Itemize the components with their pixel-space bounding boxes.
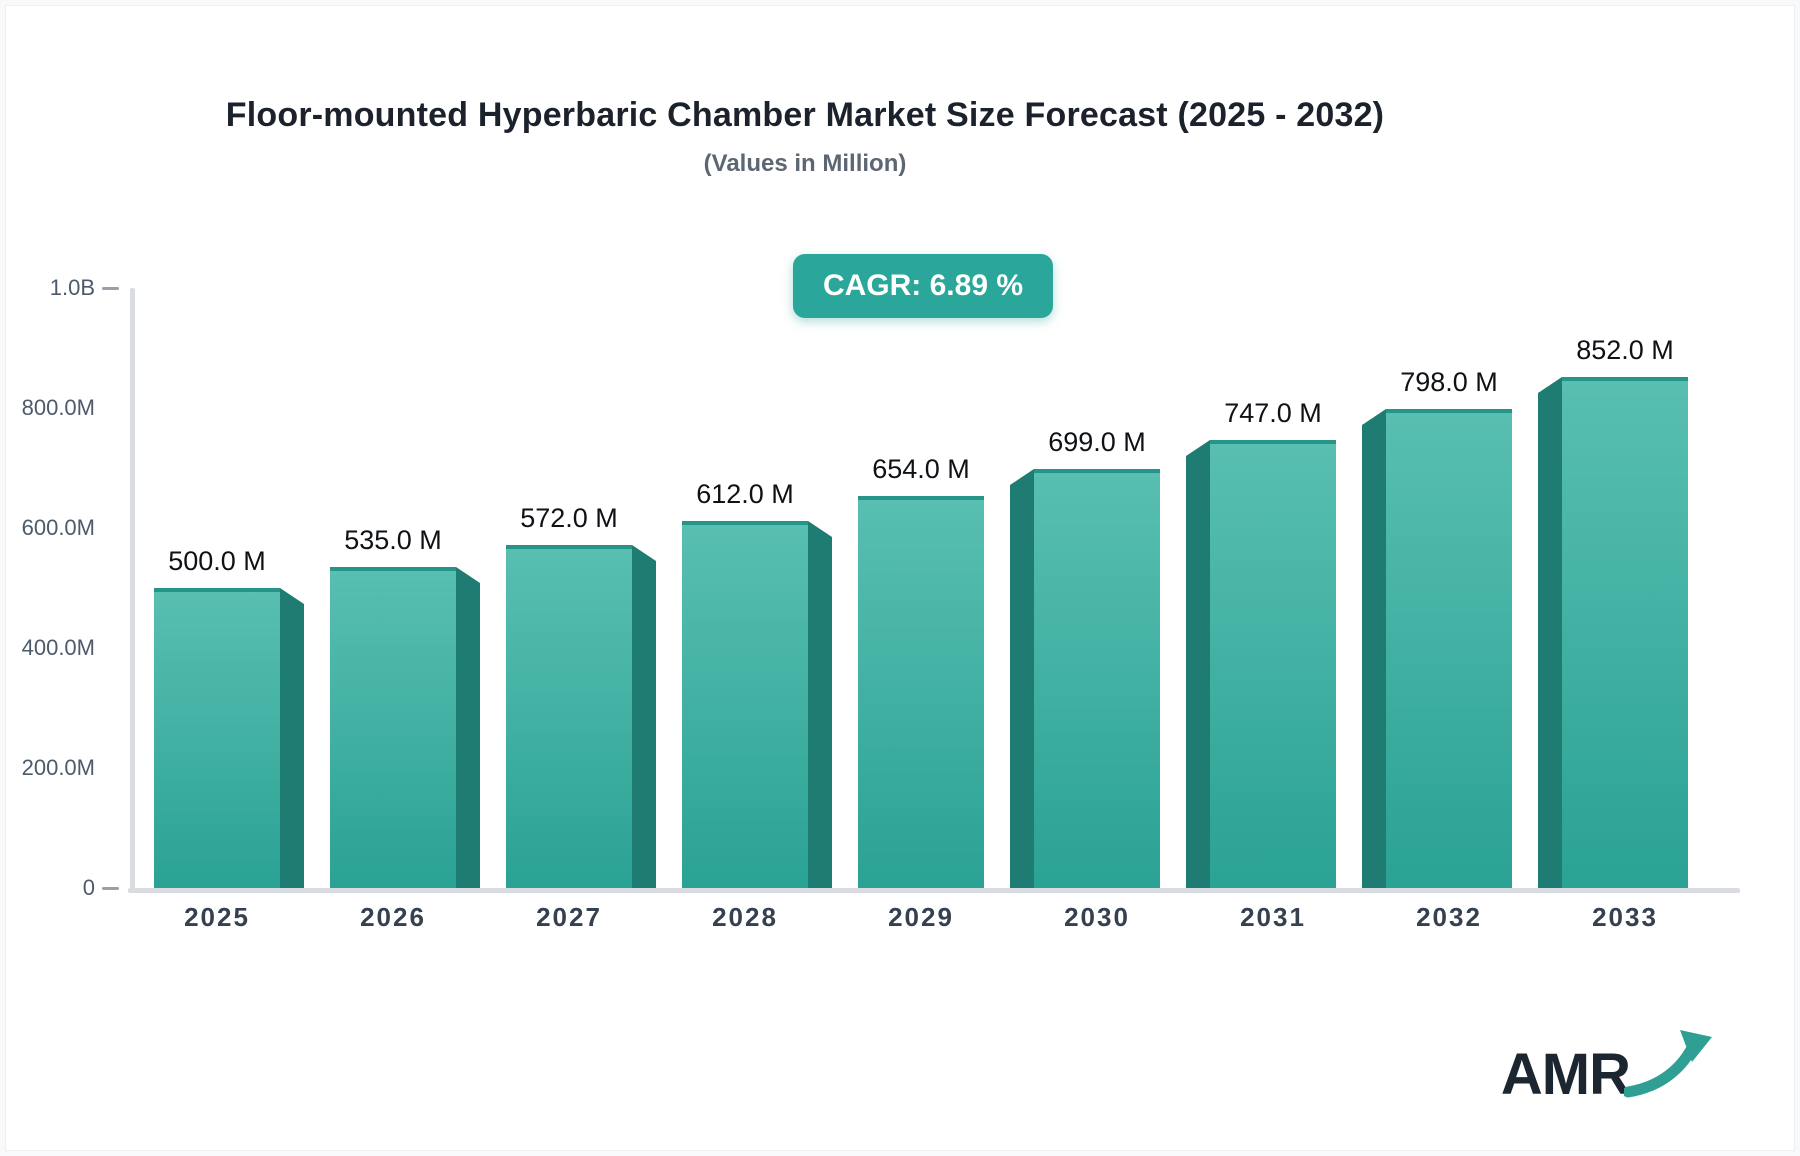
y-axis-tick-mark [102,287,119,290]
chart-title: Floor-mounted Hyperbaric Chamber Market … [225,96,1385,134]
chart-subtitle: (Values in Million) [703,150,907,177]
y-axis-tick-label: 0 [82,875,95,900]
bar-value-label: 535.0 M [344,525,442,555]
y-axis-tick-label: 1.0B [49,275,95,300]
bar-2027 [506,545,632,888]
bar-2026 [330,567,456,888]
x-axis-line [128,888,1740,893]
amr-logo: AMR [1501,1024,1716,1104]
bar-2028 [682,521,808,888]
x-axis-label-2030: 2030 [1064,902,1130,932]
bar-side-2031 [1186,440,1210,888]
bar-2030 [1034,469,1160,888]
bar-2033 [1562,377,1688,888]
bar-side-2032 [1362,409,1386,888]
bar-value-label: 654.0 M [872,454,970,484]
cagr-badge: CAGR: 6.89 % [792,254,1054,318]
amr-logo-text: AMR [1500,1042,1631,1107]
y-axis-tick-mark [102,887,119,890]
bar-side-2025 [280,588,304,888]
bar-side-2030 [1010,469,1034,888]
bar-value-label: 699.0 M [1048,427,1146,457]
bar-2032 [1386,409,1512,888]
bar-value-label: 572.0 M [520,503,618,533]
x-axis-label-2025: 2025 [184,902,250,932]
bar-value-label: 798.0 M [1400,367,1498,397]
y-axis-tick-label: 800.0M [21,395,95,420]
x-axis-label-2031: 2031 [1240,902,1306,932]
bar-value-label: 500.0 M [168,546,266,576]
x-axis-label-2026: 2026 [360,902,426,932]
trend-up-arrow-icon [1624,1030,1712,1098]
x-axis-label-2029: 2029 [888,902,954,932]
bar-side-2027 [632,545,656,888]
bar-value-label: 747.0 M [1224,398,1322,428]
y-axis-tick-label: 600.0M [21,515,95,540]
x-axis-label-2033: 2033 [1592,902,1658,932]
bar-side-2026 [456,567,480,888]
bar-side-2028 [808,521,832,888]
x-axis-label-2032: 2032 [1416,902,1482,932]
bar-2025 [154,588,280,888]
bar-value-label: 612.0 M [696,479,794,509]
y-axis-tick-label: 400.0M [21,635,95,660]
x-axis-label-2027: 2027 [536,902,602,932]
bar-value-label: 852.0 M [1576,335,1674,365]
x-axis-label-2028: 2028 [712,902,778,932]
bar-2031 [1210,440,1336,888]
y-axis-tick-label: 200.0M [21,755,95,780]
bar-side-2033 [1538,377,1562,888]
bar-2029 [858,496,984,888]
y-axis-line [130,288,135,893]
